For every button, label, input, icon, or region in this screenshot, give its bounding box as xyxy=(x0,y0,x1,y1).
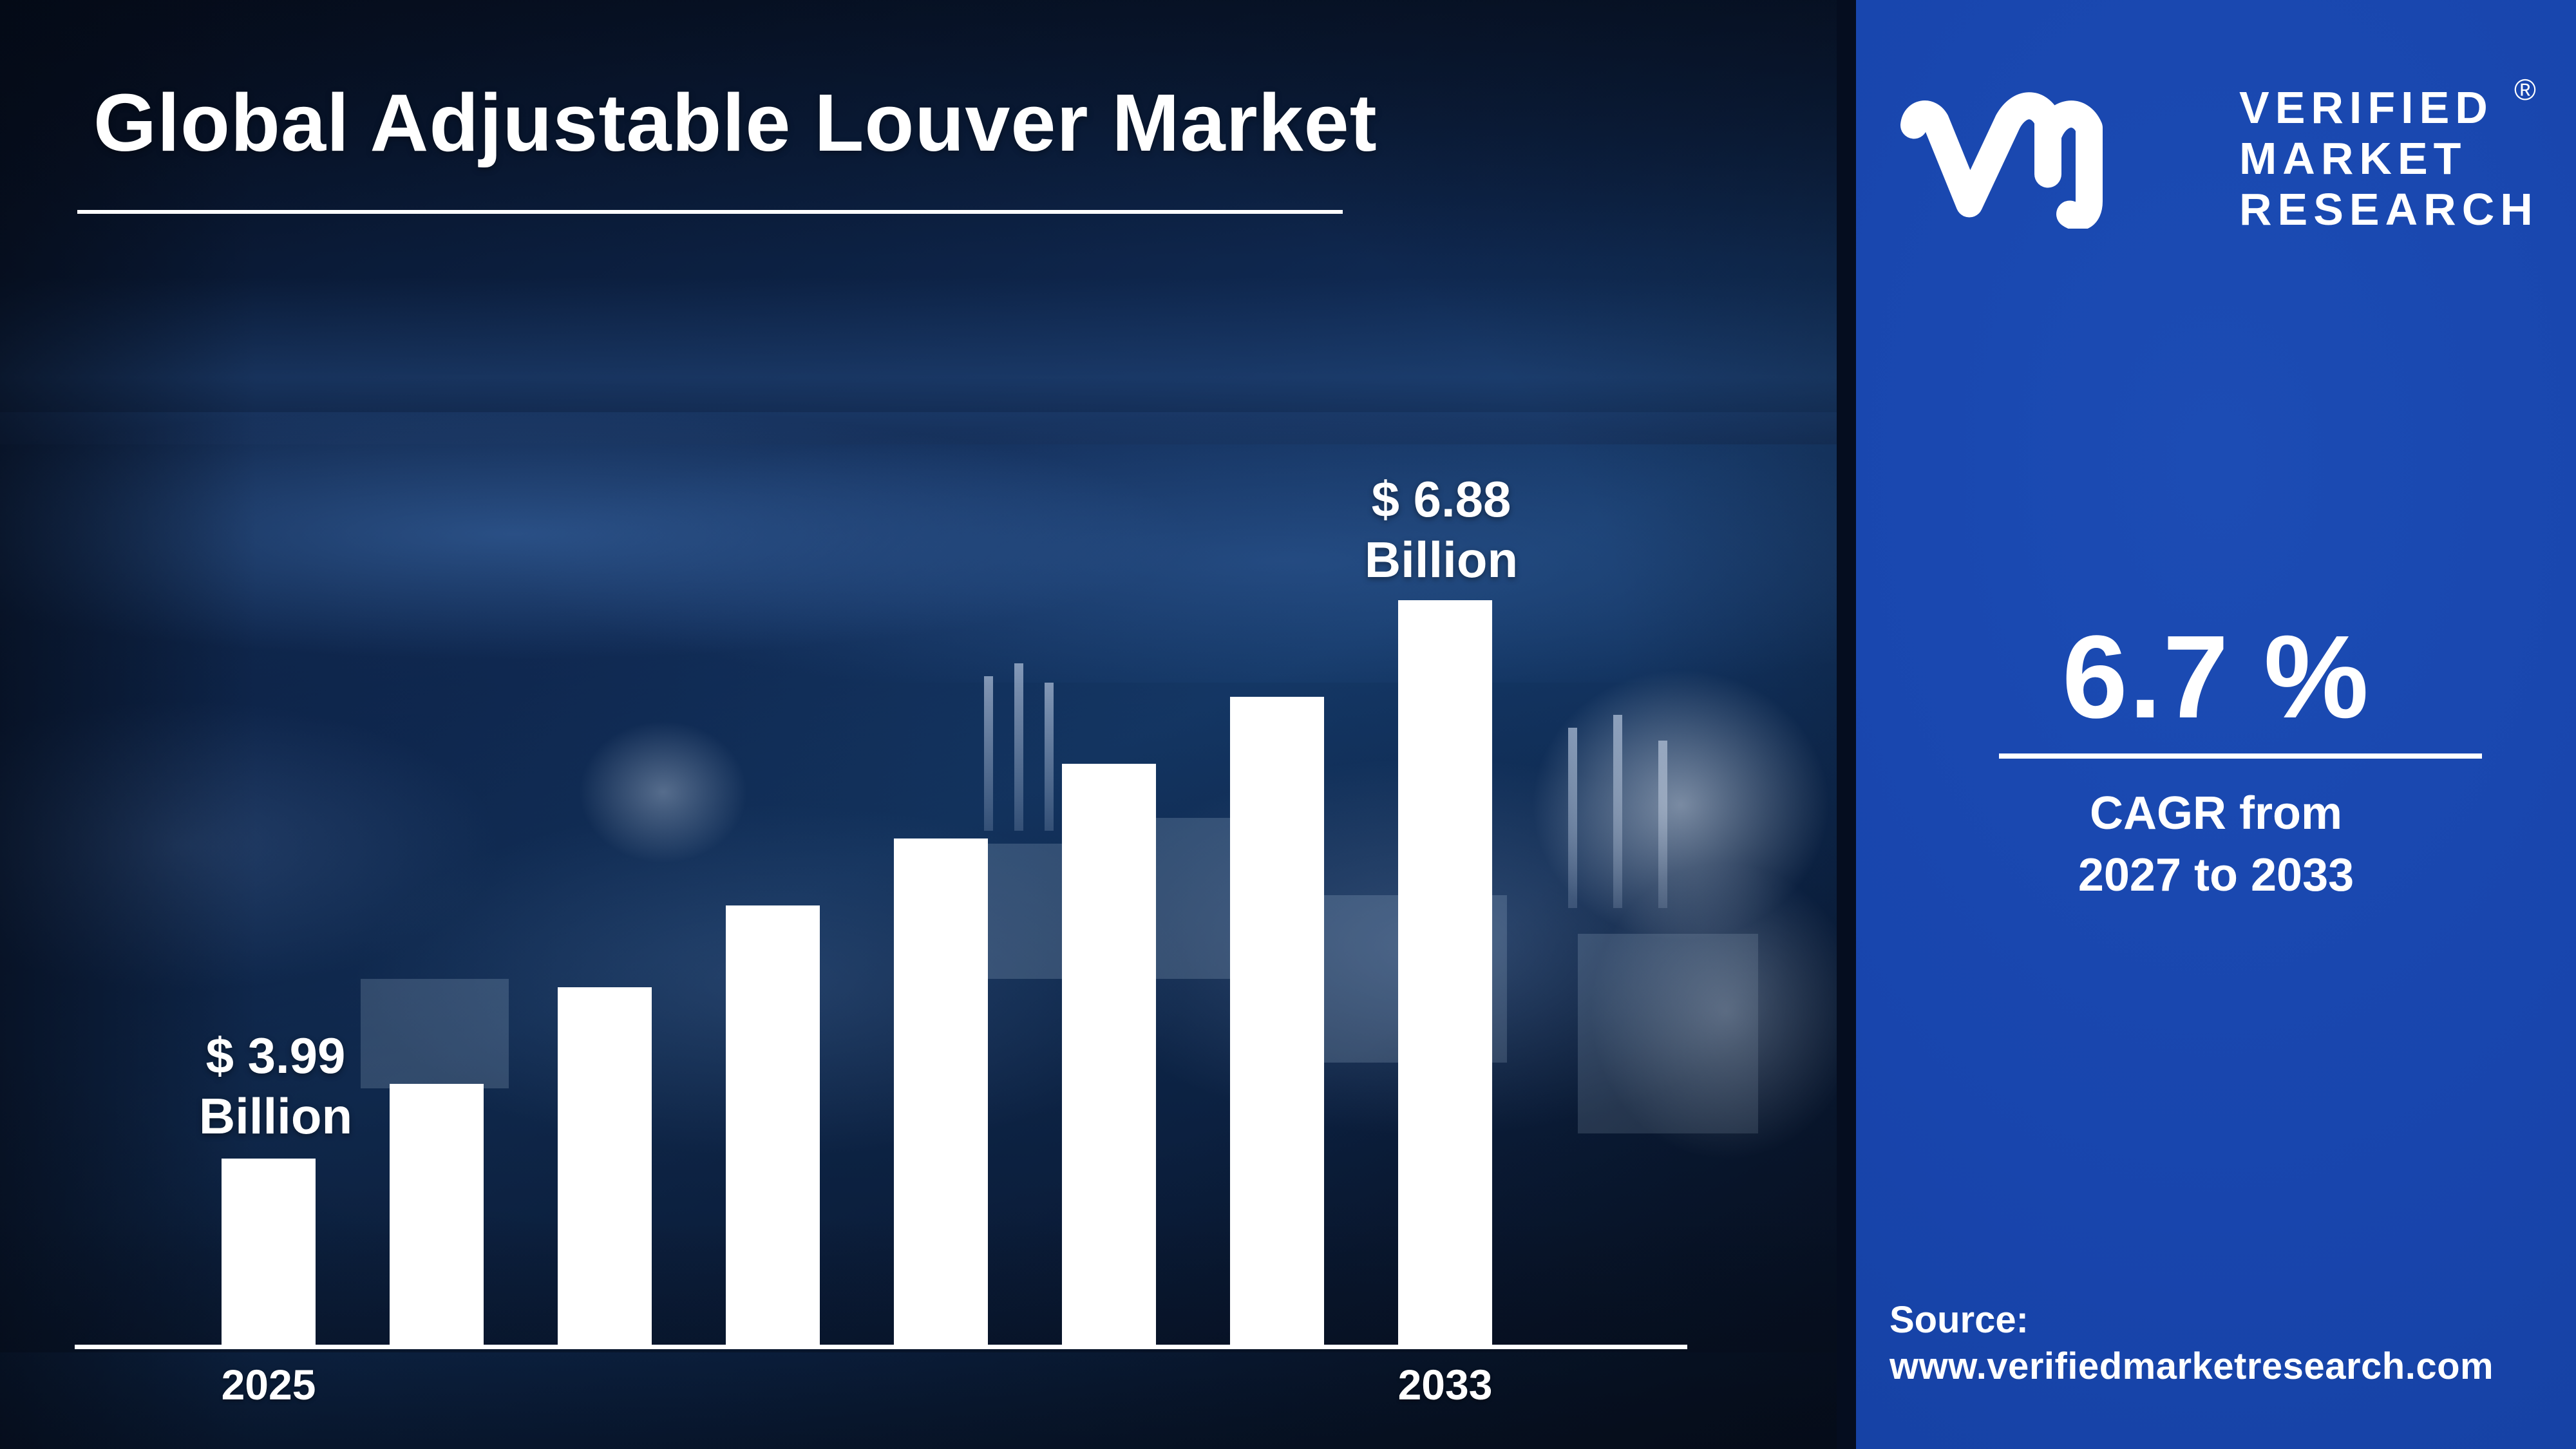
start-value-line2: Billion xyxy=(198,1088,353,1144)
x-tick-last: 2033 xyxy=(1397,1361,1493,1408)
bar-year-3 xyxy=(558,987,652,1345)
cagr-caption-line2: 2027 to 2033 xyxy=(2078,849,2354,901)
stat-divider xyxy=(1999,753,2482,759)
x-axis-line xyxy=(75,1345,1687,1349)
source-url[interactable]: www.verifiedmarketresearch.com xyxy=(1889,1345,2494,1387)
stats-panel: VERIFIED MARKET RESEARCH ® 6.7 % CAGR fr… xyxy=(1856,0,2576,1449)
bar-2033 xyxy=(1398,600,1492,1345)
page-title: Global Adjustable Louver Market xyxy=(93,77,1378,168)
end-value-line1: $ 6.88 xyxy=(1371,471,1511,527)
section-divider xyxy=(1837,0,1856,1449)
end-value-line2: Billion xyxy=(1364,531,1519,588)
bar-year-2 xyxy=(390,1084,484,1345)
cagr-caption-line1: CAGR from xyxy=(2090,788,2342,839)
brand-line-market: MARKET xyxy=(2239,133,2467,184)
brand-line-verified: VERIFIED xyxy=(2239,82,2494,133)
vm-logo-icon xyxy=(1900,92,2103,229)
start-value-line1: $ 3.99 xyxy=(205,1027,346,1084)
bar-year-7 xyxy=(1230,697,1324,1345)
registered-trademark-icon: ® xyxy=(2514,73,2536,106)
bar-year-5 xyxy=(894,838,988,1345)
brand-wordmark: VERIFIED MARKET RESEARCH xyxy=(2239,82,2539,235)
bar-2025 xyxy=(222,1159,316,1345)
cagr-value: 6.7 % xyxy=(2062,611,2370,743)
start-value-label: $ 3.99 Billion xyxy=(166,1025,385,1146)
brand-line-research: RESEARCH xyxy=(2239,184,2539,234)
title-underline xyxy=(77,210,1343,214)
bar-year-6 xyxy=(1062,764,1156,1345)
bar-year-4 xyxy=(726,905,820,1345)
x-tick-first: 2025 xyxy=(221,1361,316,1408)
chart-section: Global Adjustable Louver Market $ 3.99 B… xyxy=(0,0,1861,1449)
source-label: Source: xyxy=(1889,1299,2029,1341)
end-value-label: $ 6.88 Billion xyxy=(1332,469,1551,590)
